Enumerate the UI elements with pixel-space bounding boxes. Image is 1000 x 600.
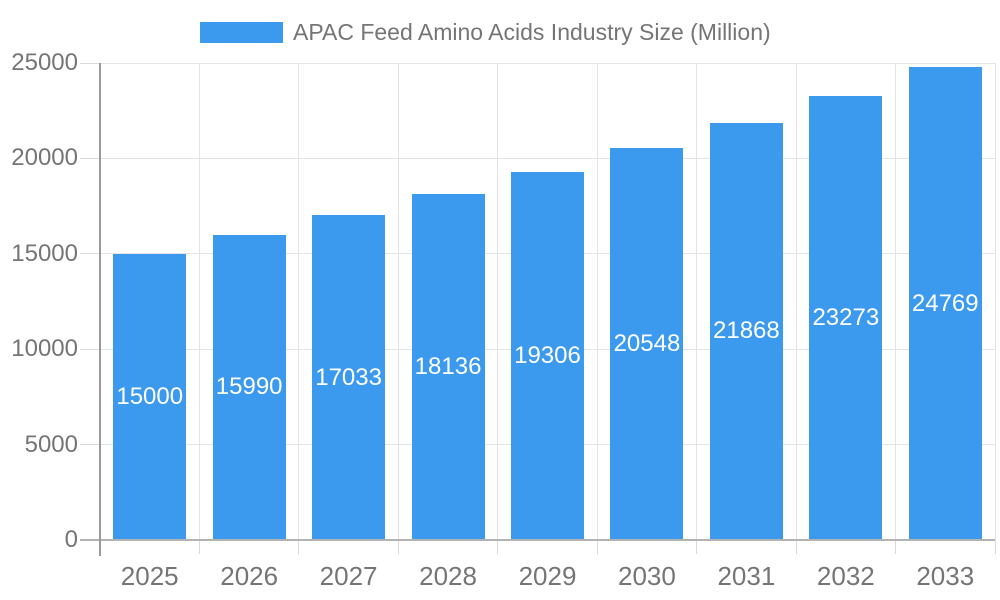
x-axis-label: 2029	[518, 561, 577, 591]
x-axis-label: 2026	[220, 561, 279, 591]
y-axis-label: 10000	[11, 335, 78, 363]
x-axis-tick	[497, 540, 499, 554]
bar-value-label: 18136	[414, 352, 482, 380]
x-axis-label: 2031	[717, 561, 776, 591]
bar-value-label: 21868	[713, 317, 780, 345]
y-axis-tick	[80, 157, 100, 159]
y-axis-label: 25000	[11, 49, 78, 76]
x-gridline	[596, 63, 598, 540]
bar-value-label: 19306	[514, 341, 581, 369]
x-axis-tick	[795, 540, 797, 554]
x-gridline	[497, 63, 499, 540]
bar[interactable]	[511, 171, 584, 540]
x-axis-tick	[895, 540, 897, 554]
bar-value-label: 15990	[215, 373, 283, 401]
bar[interactable]	[411, 193, 485, 540]
x-axis-label: 2025	[120, 561, 179, 591]
bar[interactable]	[809, 95, 883, 540]
y-axis-label: 20000	[11, 144, 78, 172]
y-axis-tick	[80, 62, 100, 64]
x-axis-label: 2032	[816, 561, 875, 591]
y-axis-tick	[80, 253, 100, 255]
bar[interactable]	[113, 253, 187, 540]
x-gridline	[795, 63, 797, 540]
x-axis-tick	[397, 540, 399, 554]
bar-value-label: 24769	[911, 289, 979, 317]
y-gridline	[100, 157, 995, 159]
y-axis-label: 5000	[24, 430, 78, 458]
x-axis-tick	[198, 540, 200, 554]
bar-value-label: 15000	[116, 382, 184, 410]
y-axis-label: 15000	[11, 239, 78, 267]
x-axis-label: 2027	[319, 561, 378, 591]
bar[interactable]	[312, 215, 386, 540]
x-gridline	[198, 63, 200, 540]
x-axis-baseline	[80, 539, 995, 541]
y-axis-line	[99, 63, 101, 556]
bar[interactable]	[610, 147, 684, 540]
y-axis-tick	[80, 348, 100, 350]
y-gridline	[100, 62, 995, 64]
bar[interactable]	[212, 234, 286, 540]
x-axis-tick	[298, 540, 300, 554]
bar-value-label: 23273	[812, 303, 880, 331]
x-axis-label: 2028	[419, 561, 477, 591]
y-axis-label: 0	[64, 526, 78, 553]
x-gridline	[298, 63, 300, 540]
x-axis-label: 2030	[618, 561, 676, 591]
x-gridline	[696, 63, 698, 540]
legend-label[interactable]: APAC Feed Amino Acids Industry Size (Mil…	[293, 19, 771, 45]
x-axis-tick	[696, 540, 698, 554]
bar[interactable]	[908, 67, 982, 540]
y-axis-tick	[80, 444, 100, 446]
bar-value-label: 17033	[315, 363, 382, 391]
x-axis-tick	[994, 540, 996, 554]
x-axis-label: 2033	[916, 561, 975, 591]
x-gridline	[994, 63, 996, 540]
legend-swatch[interactable]	[200, 22, 283, 43]
bar[interactable]	[709, 122, 783, 540]
x-gridline	[895, 63, 897, 540]
x-axis-tick	[596, 540, 598, 554]
bar-value-label: 20548	[613, 329, 681, 357]
x-gridline	[397, 63, 399, 540]
